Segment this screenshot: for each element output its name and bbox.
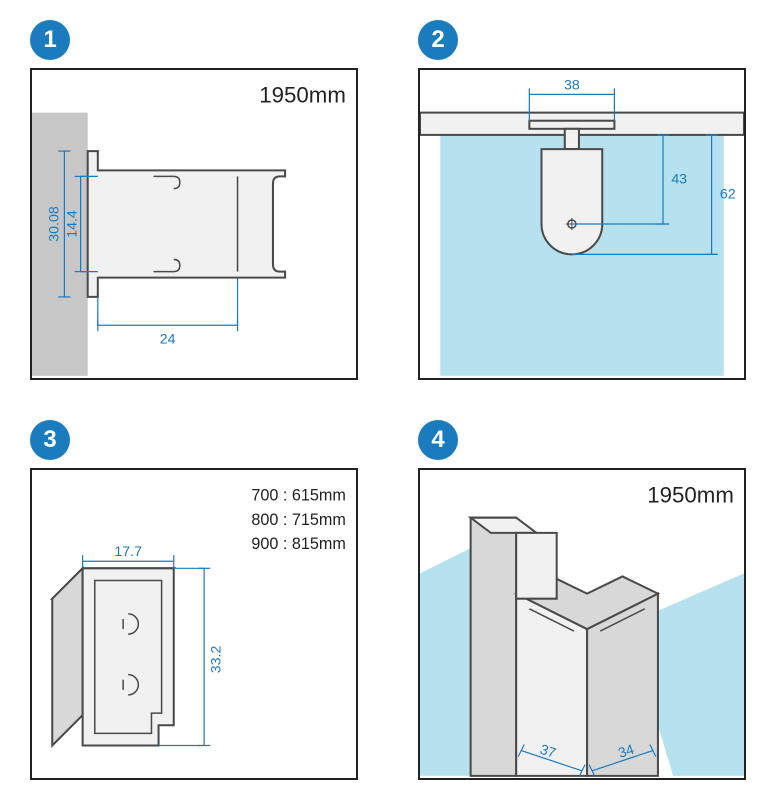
badge-1: 1 (30, 20, 70, 60)
spec-line-3: 900 : 815mm (251, 535, 345, 553)
badge-3: 3 (30, 420, 70, 460)
svg-text:24: 24 (160, 331, 176, 347)
dim-24: 24 (98, 278, 238, 348)
spec-line-1: 700 : 615mm (251, 486, 345, 504)
svg-text:43: 43 (671, 172, 687, 188)
panel-1: 1 1950mm 30.08 (30, 20, 358, 380)
diagram-2: 38 43 62 (420, 70, 744, 378)
diagram-4: 1950mm (420, 470, 744, 778)
svg-text:62: 62 (720, 187, 736, 203)
badge-2: 2 (418, 20, 458, 60)
badge-4: 4 (418, 420, 458, 460)
panel-3: 3 700 : 615mm 800 : 715mm 900 : 815mm (30, 420, 358, 780)
panel4-title: 1950mm (647, 483, 734, 508)
spec-line-2: 800 : 715mm (251, 511, 345, 529)
frame-4: 1950mm (418, 468, 746, 780)
svg-text:38: 38 (564, 77, 580, 93)
frame-2: 38 43 62 (418, 68, 746, 380)
frame-3: 700 : 615mm 800 : 715mm 900 : 815mm (30, 468, 358, 780)
panel-4: 4 1950mm (418, 420, 746, 780)
dim-17-7: 17.7 (83, 544, 174, 567)
svg-text:30.08: 30.08 (46, 206, 62, 242)
panel1-title: 1950mm (259, 83, 346, 108)
svg-text:17.7: 17.7 (114, 544, 142, 560)
frame-1: 1950mm 30.08 (30, 68, 358, 380)
diagram-1: 1950mm 30.08 (32, 70, 356, 378)
svg-text:33.2: 33.2 (208, 646, 224, 674)
svg-text:14.4: 14.4 (65, 210, 81, 238)
diagram-3: 700 : 615mm 800 : 715mm 900 : 815mm (32, 470, 356, 778)
panel-2: 2 (418, 20, 746, 380)
